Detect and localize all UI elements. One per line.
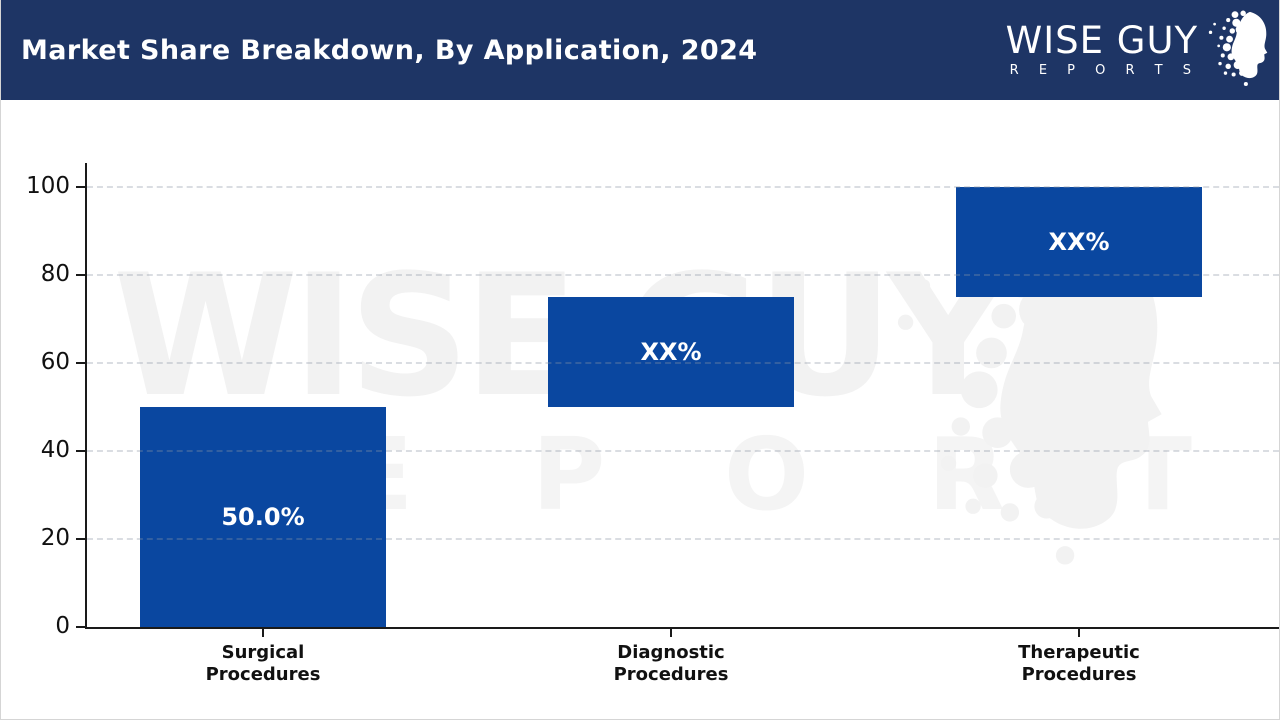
x-tick-0	[262, 629, 264, 637]
dotted-head-profile-icon	[1201, 9, 1269, 91]
gridline-y100	[87, 186, 1279, 188]
gridline-y40	[87, 450, 1279, 452]
y-tick-40	[76, 450, 85, 452]
y-tick-60	[76, 362, 85, 364]
brand-logo-text: WISE GUY R E P O R T S	[1006, 22, 1199, 78]
y-axis-line	[85, 163, 87, 629]
y-tick-label-80: 80	[40, 261, 70, 287]
chart-title: Market Share Breakdown, By Application, …	[21, 34, 758, 66]
header-bar: Market Share Breakdown, By Application, …	[1, 0, 1279, 100]
bar-therapeutic-procedures: XX%	[956, 187, 1202, 297]
category-label-0: Surgical Procedures	[205, 642, 321, 685]
brand-logo: WISE GUY R E P O R T S	[1006, 8, 1269, 92]
x-tick-2	[1078, 629, 1080, 637]
y-tick-label-40: 40	[40, 437, 70, 463]
brand-subtitle: R E P O R T S	[1009, 63, 1199, 78]
x-tick-1	[670, 629, 672, 637]
gridline-y60	[87, 362, 1279, 364]
gridline-y80	[87, 274, 1279, 276]
y-tick-0	[76, 626, 85, 628]
brand-name: WISE GUY	[1005, 19, 1199, 62]
y-tick-label-20: 20	[40, 525, 70, 551]
bar-surgical-procedures: 50.0%	[140, 407, 386, 627]
bar-value-label: 50.0%	[221, 503, 305, 531]
category-label-2: Therapeutic Procedures	[1018, 642, 1140, 685]
bar-diagnostic-procedures: XX%	[548, 297, 794, 407]
x-axis-line	[85, 627, 1279, 629]
y-tick-label-0: 0	[55, 613, 70, 639]
y-tick-20	[76, 538, 85, 540]
y-tick-label-60: 60	[40, 349, 70, 375]
y-tick-100	[76, 186, 85, 188]
bar-value-label: XX%	[1048, 228, 1110, 256]
y-tick-label-100: 100	[26, 173, 70, 199]
category-label-1: Diagnostic Procedures	[613, 642, 729, 685]
gridline-y20	[87, 538, 1279, 540]
bar-value-label: XX%	[640, 338, 702, 366]
y-tick-80	[76, 274, 85, 276]
